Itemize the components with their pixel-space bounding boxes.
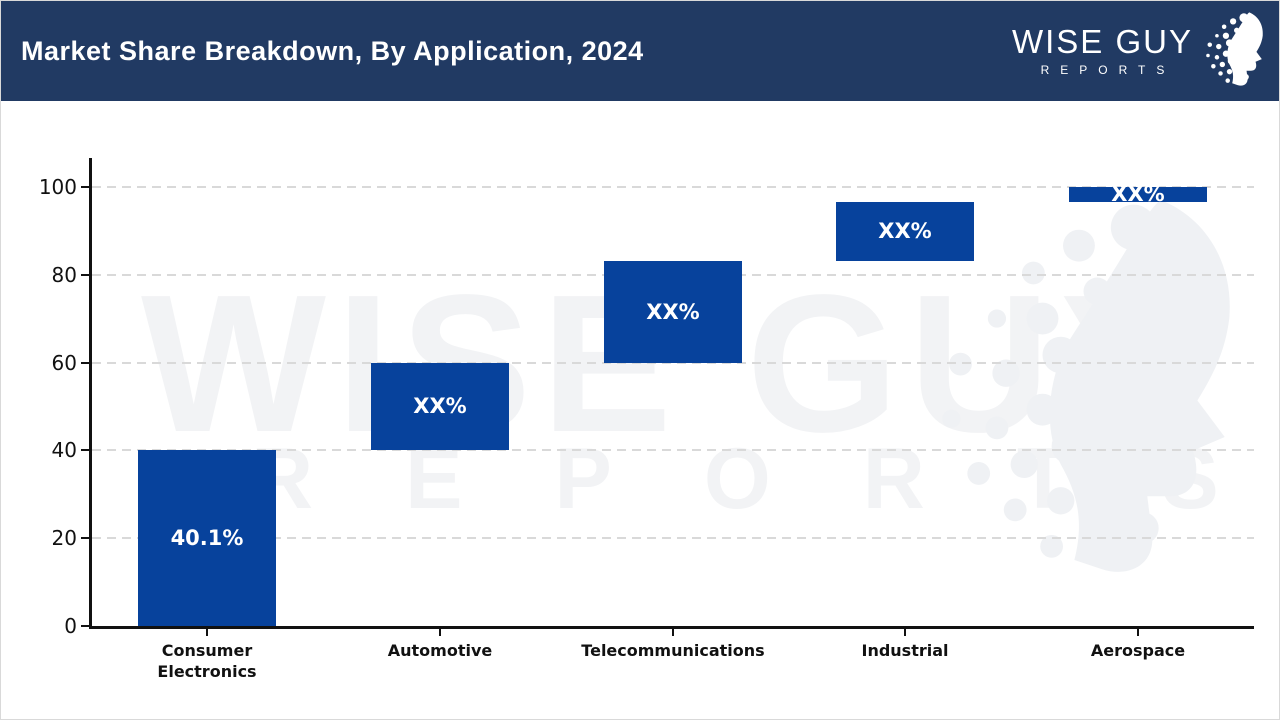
y-tick-mark-20 (81, 537, 89, 540)
gridline-100 (92, 186, 1254, 188)
y-tick-label-60: 60 (51, 350, 77, 375)
x-tick-mark-consumer-electronics (206, 629, 208, 636)
bar-industrial: XX% (836, 201, 974, 261)
y-tick-mark-80 (81, 273, 89, 276)
bar-value-label-consumer-electronics: 40.1% (170, 525, 244, 550)
bar-value-label-automotive: XX% (413, 394, 467, 419)
x-tick-mark-telecommunications (672, 629, 674, 636)
logo-line-wise-guy: WISE GUY (1011, 23, 1193, 60)
bar-automotive: XX% (371, 362, 509, 450)
x-tick-label-telecommunications: Telecommunications (581, 641, 765, 660)
gridline-20 (92, 537, 1254, 540)
x-tick-mark-automotive (439, 629, 441, 636)
y-tick-mark-60 (81, 361, 89, 364)
x-tick-label-industrial: Industrial (861, 641, 949, 660)
logo-wordmark: WISE GUY REPORTS (1012, 25, 1193, 77)
gridline-60 (92, 361, 1254, 364)
bar-value-label-industrial: XX% (878, 219, 932, 244)
y-tick-label-20: 20 (51, 526, 77, 551)
face-profile-dots-icon (1206, 12, 1263, 86)
x-tick-mark-industrial (904, 629, 906, 636)
logo-line-reports: REPORTS (1040, 63, 1176, 77)
bar-consumer-electronics: 40.1% (138, 449, 276, 626)
y-axis-line (89, 158, 92, 629)
y-tick-label-0: 0 (64, 614, 77, 638)
y-tick-mark-0 (81, 625, 89, 627)
x-tick-label-automotive: Automotive (387, 641, 493, 660)
x-tick-label-consumer-electronics: Consumer Electronics (157, 641, 257, 681)
header-bar: Market Share Breakdown, By Application, … (1, 1, 1279, 101)
y-tick-label-100: 100 (38, 175, 77, 199)
y-tick-label-40: 40 (51, 438, 77, 463)
bar-aerospace: XX% (1069, 182, 1207, 206)
wise-guy-logo: WISE GUY REPORTS (1012, 1, 1269, 101)
x-tick-label-aerospace: Aerospace (1090, 641, 1186, 660)
bar-value-label-aerospace: XX% (1111, 182, 1165, 207)
bar-telecommunications: XX% (604, 260, 742, 363)
x-tick-mark-aerospace (1137, 629, 1139, 636)
bar-value-label-telecommunications: XX% (646, 299, 700, 324)
y-tick-mark-100 (81, 186, 89, 188)
chart-title: Market Share Breakdown, By Application, … (21, 35, 644, 66)
y-tick-label-80: 80 (51, 262, 77, 287)
y-tick-mark-40 (81, 449, 89, 452)
gridline-40 (92, 449, 1254, 452)
x-axis-line (89, 626, 1254, 629)
